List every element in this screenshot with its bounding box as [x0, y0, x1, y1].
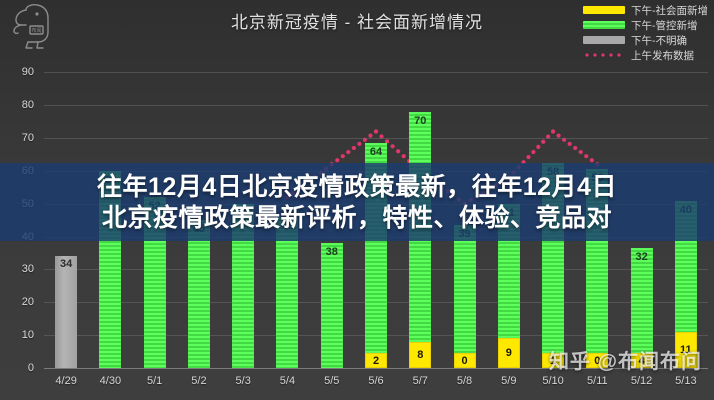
- bar-group[interactable]: 34: [55, 256, 78, 368]
- legend-swatch-green: [583, 21, 625, 29]
- x-axis-baseline: [44, 368, 708, 369]
- bar-value-label: 38: [325, 246, 338, 259]
- page-title: 北京新冠疫情 - 社会面新增情况: [230, 13, 484, 32]
- legend-swatch-dotted-red: [583, 52, 625, 58]
- x-axis-tick-label: 5/11: [587, 375, 608, 387]
- bar-value-label: 4: [638, 354, 645, 367]
- bar-value-label: 9: [505, 347, 512, 360]
- y-axis-tick-label: 70: [21, 132, 34, 145]
- x-axis-tick-label: 5/1: [147, 375, 163, 387]
- bar-segment-community: 11: [674, 331, 697, 368]
- y-axis-tick-label: 10: [21, 329, 34, 342]
- banner-line-1: 往年12月4日北京疫情政策最新，往年12月4日: [97, 172, 617, 201]
- bar-segment-controlled: 32: [630, 247, 653, 353]
- legend-label: 上午发布数据: [631, 49, 694, 62]
- legend-item-guankong[interactable]: 下午-管控新增: [583, 19, 708, 32]
- gridline: [44, 72, 708, 74]
- bar-segment-community: 9: [497, 338, 520, 368]
- bar-segment-community: 4: [630, 353, 653, 368]
- x-axis: 4/29 4/30 5/1 5/2 5/3 5/4 5/5 5/6 5/7 5/8 5/9 5/10 5…: [44, 368, 708, 398]
- bar-value-label: 2: [372, 354, 380, 367]
- x-axis-tick-label: 5/13: [675, 375, 697, 387]
- bar-segment-community: 2: [365, 353, 387, 368]
- bar-group[interactable]: 4 32: [630, 247, 653, 368]
- gridline: [44, 138, 708, 140]
- legend-item-shangwu[interactable]: 上午发布数据: [583, 49, 708, 62]
- bar-value-label: 8: [417, 348, 424, 361]
- bar-segment-community: 8: [409, 341, 432, 368]
- y-axis-tick-label: 90: [21, 66, 34, 79]
- y-axis-tick-label: 20: [21, 296, 34, 309]
- y-axis-tick-label: 0: [27, 362, 34, 374]
- banner-line-2: 北京疫情政策最新评析，特性、体验、竞品对: [101, 203, 612, 232]
- bar-group[interactable]: 45: [187, 220, 210, 368]
- x-axis-tick-label: 5/7: [412, 375, 428, 387]
- bar-segment-community: 1: [542, 353, 565, 368]
- legend-item-shehuimian[interactable]: 下午-社会面新增: [583, 4, 708, 17]
- bar-group[interactable]: 38: [320, 243, 343, 368]
- x-axis-tick-label: 5/12: [630, 375, 653, 387]
- bar-segment-unclear: 34: [55, 256, 78, 368]
- bar-value-label: 32: [635, 250, 648, 263]
- bar-group[interactable]: 039: [453, 224, 476, 368]
- gridline: [44, 105, 708, 107]
- x-axis-tick-label: 4/29: [55, 375, 77, 387]
- legend-swatch-gray: [583, 36, 625, 44]
- bar-value-label: 11: [680, 343, 692, 356]
- article-title-banner: 往年12月4日北京疫情政策最新，往年12月4日 北京疫情政策最新评析，特性、体验…: [0, 163, 714, 241]
- bar-segment-controlled: 38: [320, 243, 343, 368]
- legend-label: 下午-管控新增: [631, 19, 698, 32]
- legend-label: 下午-社会面新增: [631, 4, 708, 17]
- legend-label: 下午-不明确: [631, 34, 687, 47]
- x-axis-tick-label: 5/2: [191, 375, 207, 387]
- legend-swatch-yellow: [583, 6, 625, 14]
- bar-segment-community: 0: [453, 353, 476, 368]
- x-axis-tick-label: 5/5: [324, 375, 340, 387]
- bar-segment-controlled: 39: [453, 224, 476, 353]
- legend-item-buminque[interactable]: 下午-不明确: [583, 34, 708, 47]
- y-axis-tick-label: 80: [21, 99, 34, 112]
- bar-value-label: 64: [369, 145, 383, 158]
- bar-segment-community: 0: [586, 353, 609, 368]
- chart-legend: 下午-社会面新增 下午-管控新增 下午-不明确 上午发布数据: [583, 4, 708, 62]
- bar-value-label: 0: [461, 354, 468, 367]
- x-axis-tick-label: 5/4: [279, 375, 296, 387]
- x-axis-tick-label: 5/8: [456, 375, 473, 387]
- x-axis-tick-label: 5/6: [368, 375, 384, 387]
- svg-text:布闻: 布闻: [31, 27, 41, 34]
- bar-value-label: 1: [550, 354, 557, 367]
- parrot-bird-logo-icon: 布闻: [6, 2, 60, 52]
- x-axis-tick-label: 5/3: [235, 375, 251, 387]
- x-axis-tick-label: 5/10: [542, 375, 564, 387]
- bar-segment-controlled: 45: [187, 220, 210, 368]
- bar-value-label: 0: [594, 354, 601, 367]
- bar-value-label: 70: [414, 114, 427, 127]
- y-axis-tick-label: 30: [21, 263, 34, 276]
- x-axis-tick-label: 4/30: [99, 375, 122, 387]
- x-axis-tick-label: 5/9: [501, 375, 517, 387]
- bar-value-label: 34: [60, 258, 73, 271]
